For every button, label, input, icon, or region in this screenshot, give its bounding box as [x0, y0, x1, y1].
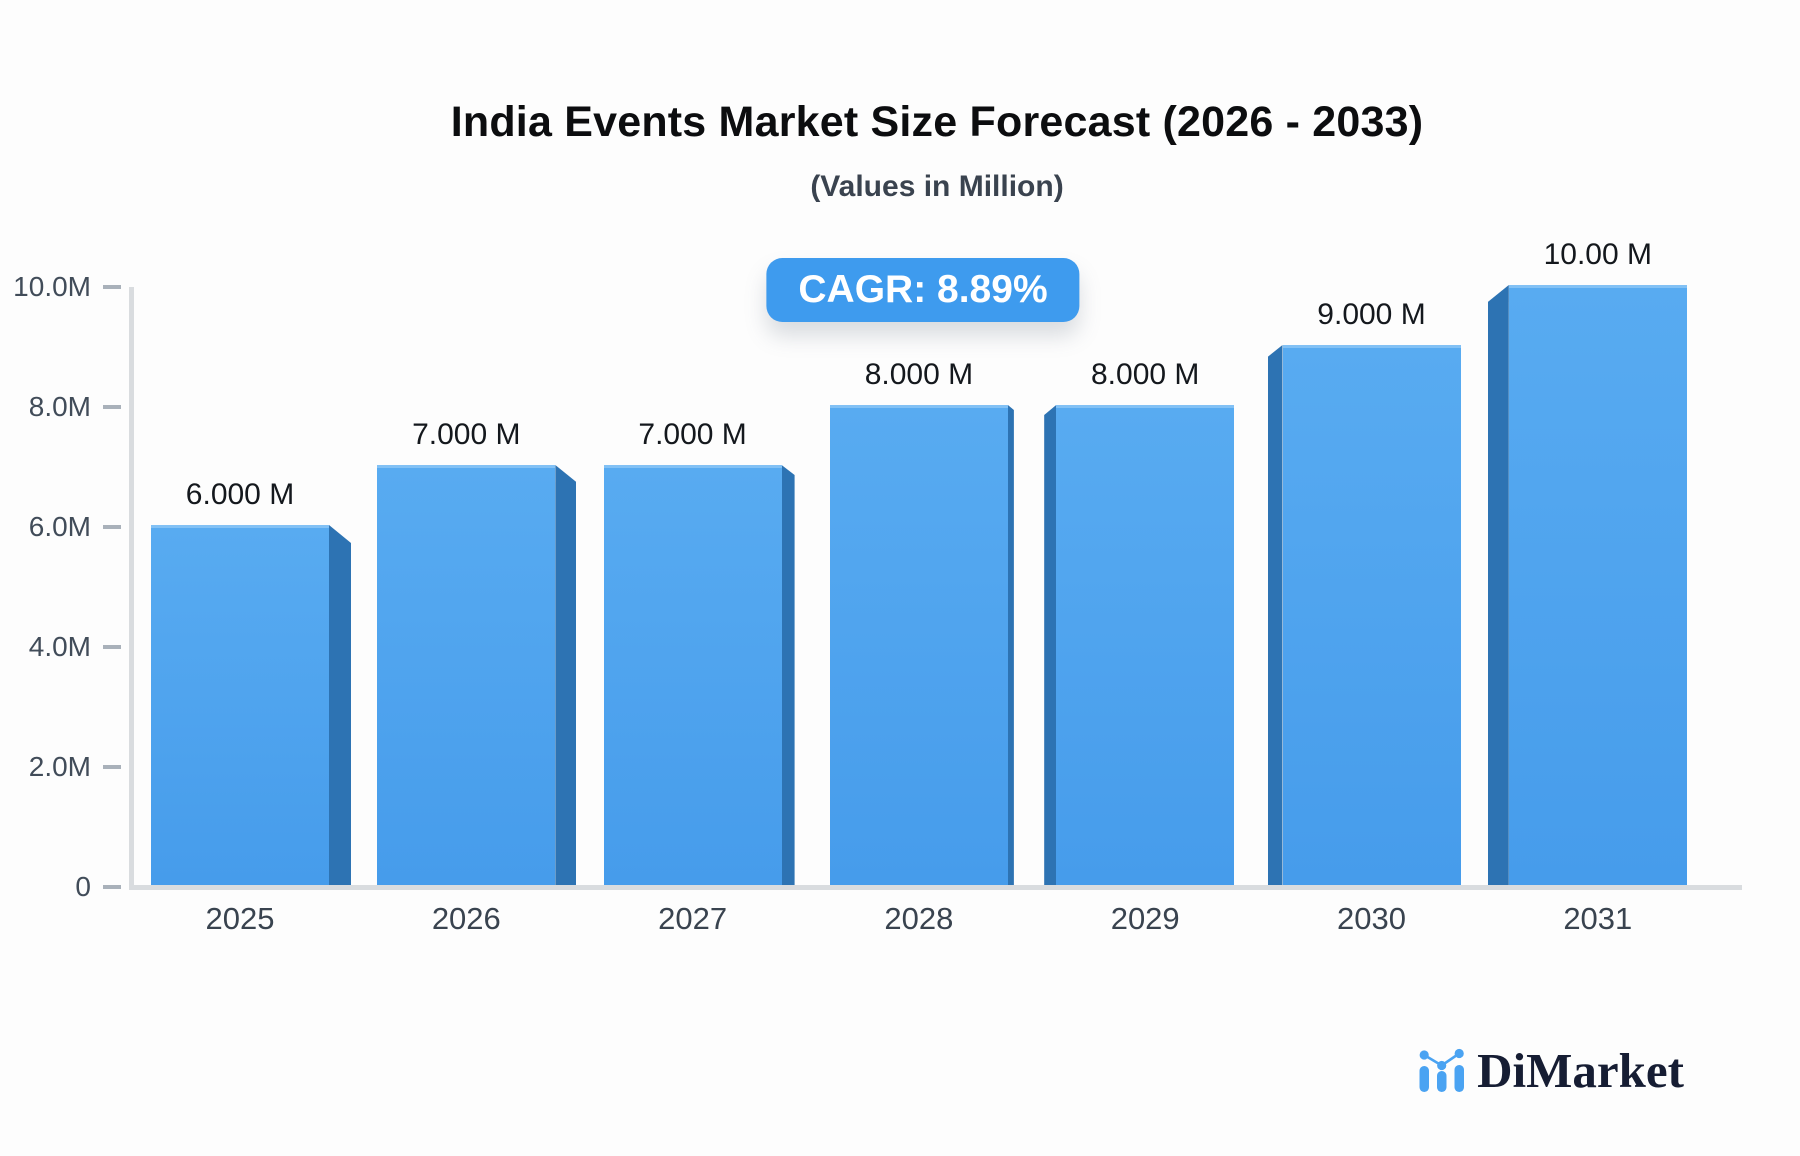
brand-name: DiMarket: [1477, 1042, 1684, 1098]
x-axis-label: 2030: [1337, 901, 1406, 936]
y-tick-label: 0: [75, 871, 91, 902]
bar-value-label: 6.000 M: [185, 478, 295, 511]
bar-value-label: 8.000 M: [1090, 358, 1200, 391]
bar-side-face: [1267, 345, 1283, 885]
bar-side-face: [1007, 405, 1014, 885]
cagr-badge: CAGR: 8.89%: [766, 258, 1080, 322]
bar-2029[interactable]: [1044, 405, 1235, 885]
cagr-badge-label: CAGR: 8.89%: [798, 268, 1048, 311]
bar-side-face: [329, 525, 351, 885]
bar-value-label: 7.000 M: [412, 418, 521, 451]
chart-title: India Events Market Size Forecast (2026 …: [450, 98, 1424, 146]
x-axis-label: 2029: [1110, 901, 1180, 936]
bar-value-label: 8.000 M: [864, 358, 974, 391]
y-tick-mark: [103, 285, 121, 289]
bar-2026[interactable]: [377, 465, 577, 885]
bar-value-label: 10.00 M: [1543, 238, 1652, 271]
bar-2030[interactable]: [1267, 345, 1461, 885]
bar-chart-trend-icon: [1419, 1048, 1465, 1092]
chart-subtitle: (Values in Million): [810, 170, 1064, 203]
y-tick-mark: [103, 405, 121, 409]
bar-2027[interactable]: [603, 465, 795, 885]
x-axis-label: 2031: [1563, 901, 1633, 936]
bar-value-label: 9.000 M: [1317, 298, 1426, 331]
x-axis-line: [129, 885, 1742, 890]
bar-value-label: 7.000 M: [638, 418, 747, 451]
y-tick-label: 10.0M: [13, 271, 91, 302]
y-tick-mark: [103, 765, 121, 769]
bar-side-face: [1044, 405, 1057, 885]
y-tick-mark: [103, 885, 121, 889]
y-tick-label: 8.0M: [28, 391, 91, 422]
bar-2025[interactable]: [151, 525, 351, 885]
y-tick-mark: [103, 645, 121, 649]
y-tick-mark: [103, 525, 121, 529]
bar-side-face: [781, 465, 795, 885]
brand-logo: DiMarket: [1418, 1042, 1684, 1098]
x-axis-label: 2026: [431, 901, 501, 936]
y-tick-label: 2.0M: [28, 751, 91, 782]
y-axis-line: [129, 287, 134, 890]
y-tick-label: 4.0M: [28, 631, 91, 662]
x-axis-label: 2027: [658, 901, 728, 936]
plot-area: 0 2.0M 4.0M 6.0M 8.0M 10.0M 6.000 M 2025 7.000 M…: [13, 238, 1742, 936]
x-axis-label: 2025: [205, 901, 275, 936]
y-tick-label: 6.0M: [28, 511, 91, 542]
bar-2031[interactable]: [1487, 285, 1687, 885]
bar-2028[interactable]: [829, 405, 1014, 885]
x-axis-label: 2028: [884, 901, 954, 936]
bar-side-face: [1487, 285, 1509, 885]
bar-side-face: [555, 465, 577, 885]
